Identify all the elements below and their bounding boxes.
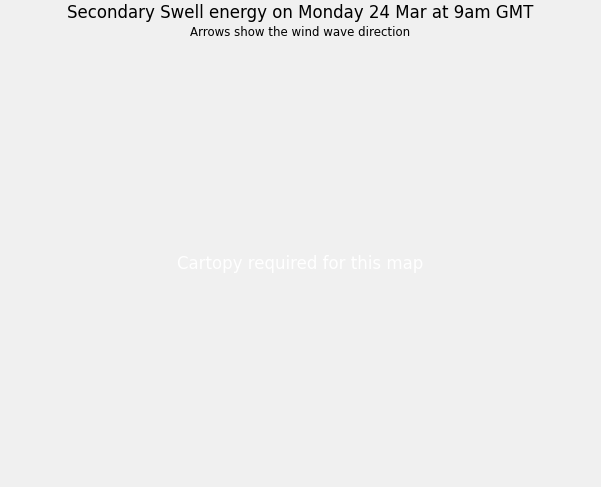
Text: Arrows show the wind wave direction: Arrows show the wind wave direction [191, 26, 410, 39]
Text: Cartopy required for this map: Cartopy required for this map [177, 255, 424, 273]
Text: Secondary Swell energy on Monday 24 Mar at 9am GMT: Secondary Swell energy on Monday 24 Mar … [67, 4, 534, 22]
